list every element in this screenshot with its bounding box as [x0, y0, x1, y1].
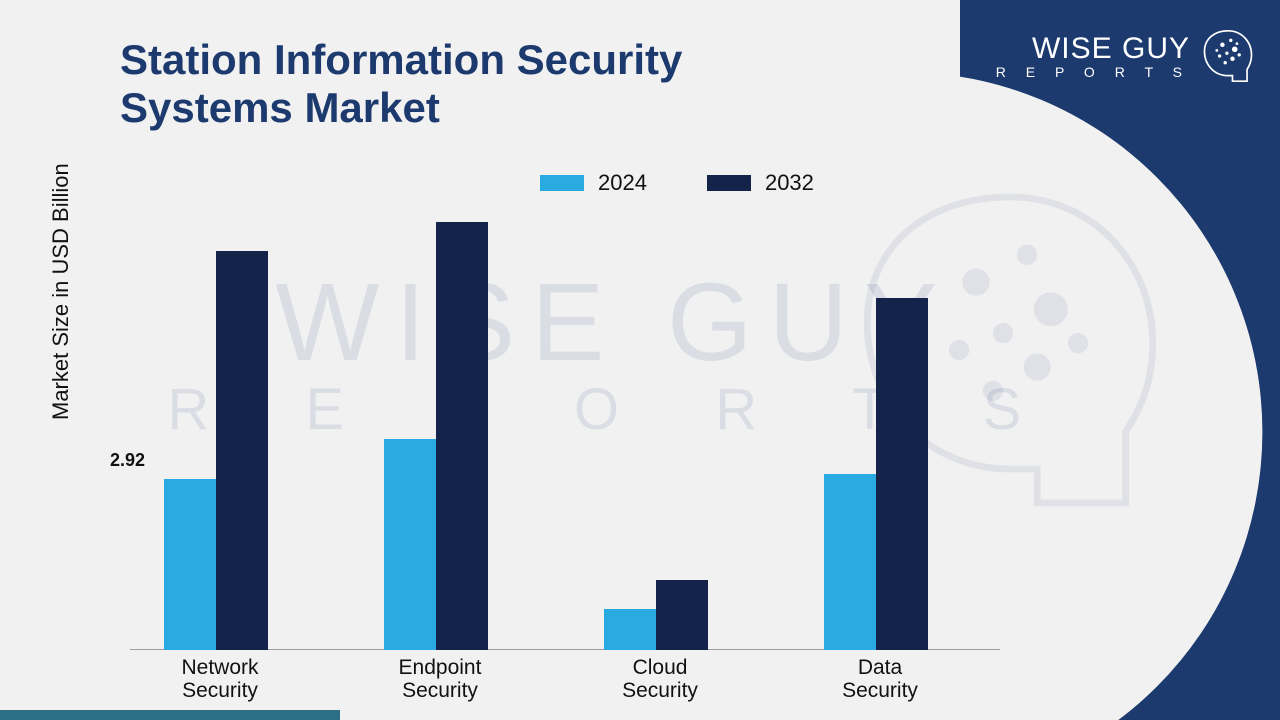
y-axis-label: Market Size in USD Billion [48, 163, 74, 420]
bar [656, 580, 708, 650]
legend-item: 2032 [707, 170, 814, 196]
chart-canvas: Station Information Security Systems Mar… [0, 0, 1280, 720]
legend-label: 2032 [765, 170, 814, 196]
bar [384, 439, 436, 650]
chart-title: Station Information Security Systems Mar… [120, 36, 820, 133]
bar [876, 298, 928, 650]
brand-text: WISE GUY R E P O R T S [996, 32, 1190, 80]
bar [216, 251, 268, 650]
bar [824, 474, 876, 650]
legend-swatch [540, 175, 584, 191]
brand-line2: R E P O R T S [996, 64, 1190, 80]
category-label: EndpointSecurity [350, 656, 530, 702]
chart-plot-area: NetworkSecurityEndpointSecurityCloudSecu… [130, 210, 1000, 650]
category-label: DataSecurity [790, 656, 970, 702]
bar [436, 222, 488, 650]
legend-item: 2024 [540, 170, 647, 196]
value-label: 2.92 [110, 450, 145, 471]
bar [164, 479, 216, 650]
legend-swatch [707, 175, 751, 191]
bar [604, 609, 656, 650]
category-label: NetworkSecurity [130, 656, 310, 702]
category-label: CloudSecurity [570, 656, 750, 702]
legend-label: 2024 [598, 170, 647, 196]
brand-logo: WISE GUY R E P O R T S [996, 28, 1256, 84]
bottom-accent-bar [0, 710, 340, 720]
head-dots-icon [1200, 28, 1256, 84]
brand-line1: WISE GUY [996, 32, 1190, 66]
legend: 2024 2032 [540, 170, 814, 196]
